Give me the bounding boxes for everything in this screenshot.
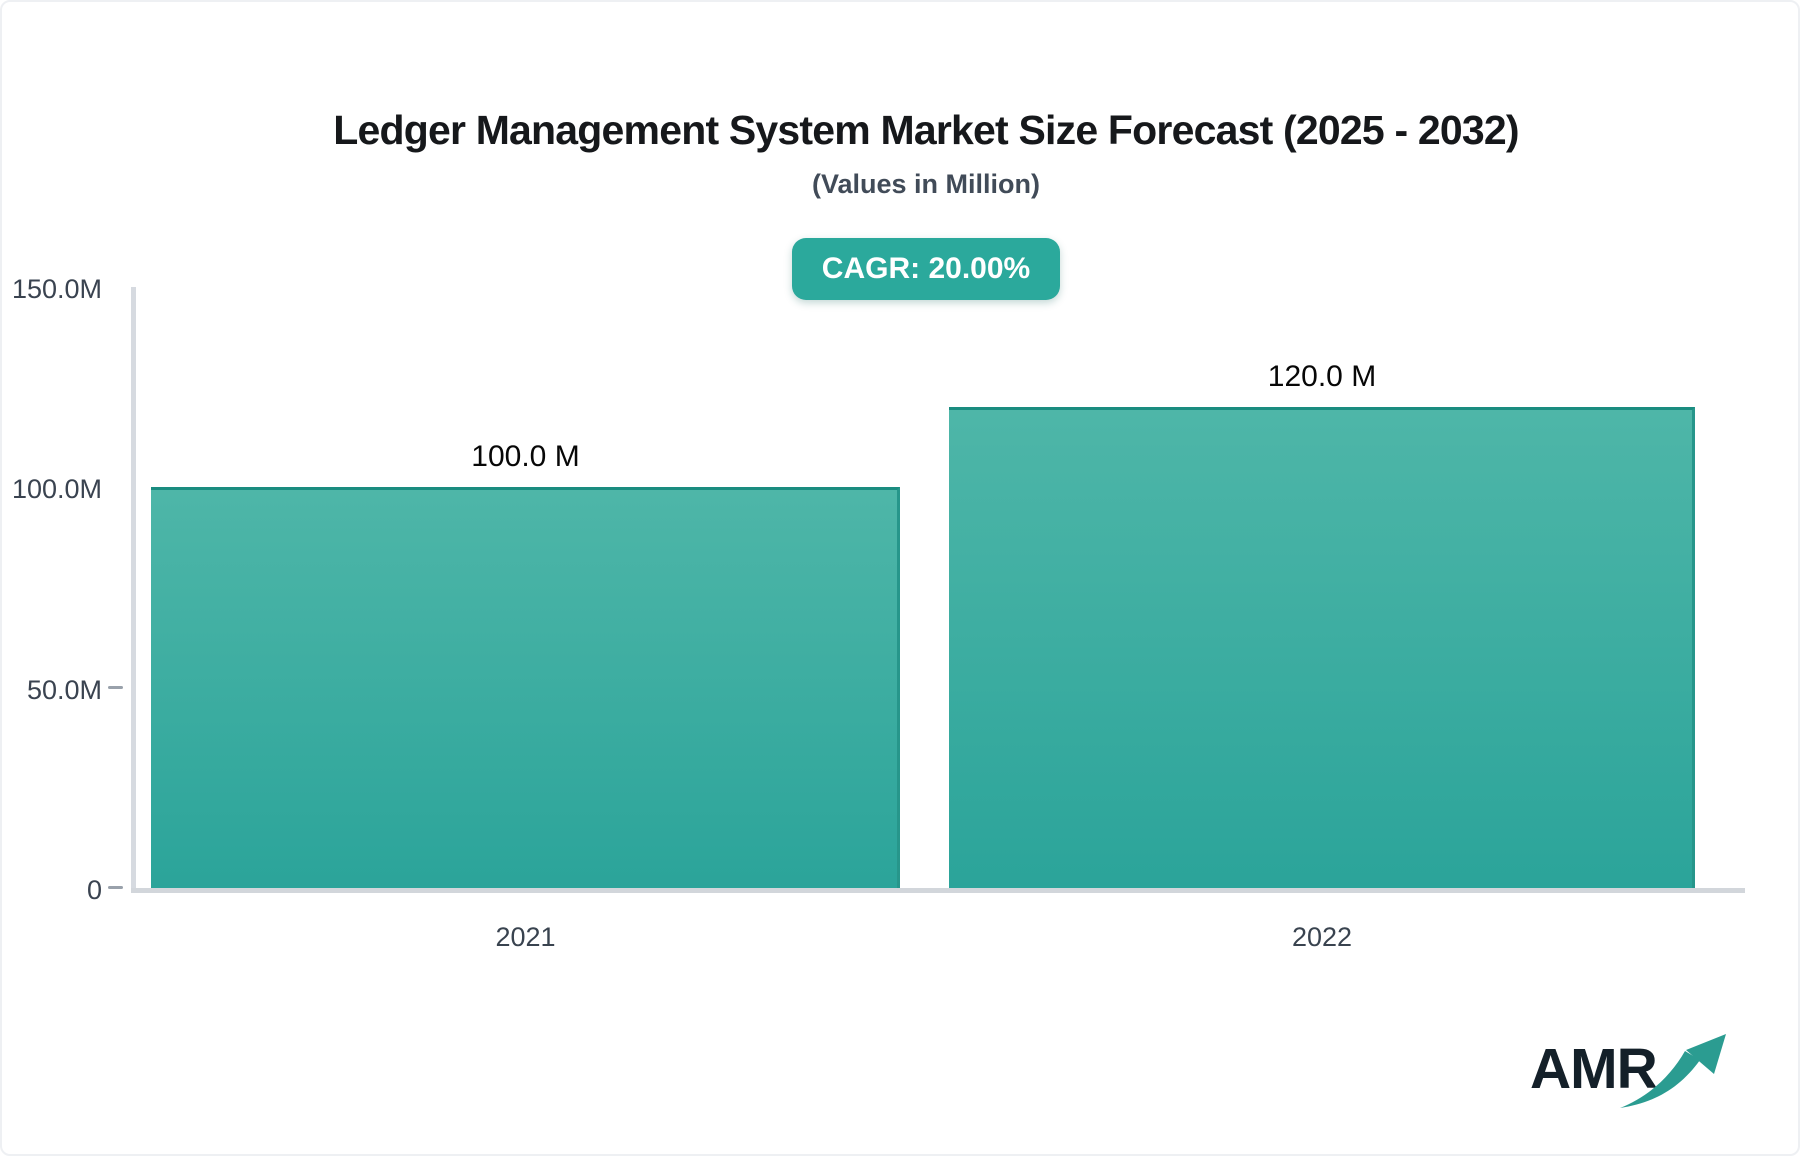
amr-logo-text: AMR (1530, 1037, 1658, 1101)
bar-2022 (949, 407, 1695, 888)
cagr-badge-row: CAGR: 20.00% (28, 238, 1798, 301)
chart-header: Ledger Management System Market Size For… (28, 2, 1798, 301)
y-axis-label: 0 (86, 875, 102, 905)
amr-logo-arrow-icon (1620, 1034, 1726, 1108)
bar-2021 (151, 487, 900, 888)
y-axis-label: 150.0M (11, 274, 102, 304)
chart-title: Ledger Management System Market Size For… (333, 107, 1519, 153)
y-axis-label: 50.0M (26, 675, 102, 705)
y-axis-tick-mark (108, 686, 123, 689)
y-axis-tick-mark (108, 886, 123, 889)
chart-subtitle: (Values in Million) (811, 169, 1041, 200)
bar-value-label-2022: 120.0 M (1267, 360, 1377, 393)
amr-logo: AMR (1530, 1030, 1760, 1125)
x-axis-label-2022: 2022 (1291, 922, 1353, 952)
y-axis-label: 100.0M (11, 474, 102, 504)
x-axis-label-2021: 2021 (495, 922, 556, 952)
y-axis-line (131, 287, 136, 888)
cagr-badge: CAGR: 20.00% (791, 238, 1061, 301)
x-axis-line (131, 888, 1745, 893)
bar-value-label-2021: 100.0 M (471, 440, 580, 473)
